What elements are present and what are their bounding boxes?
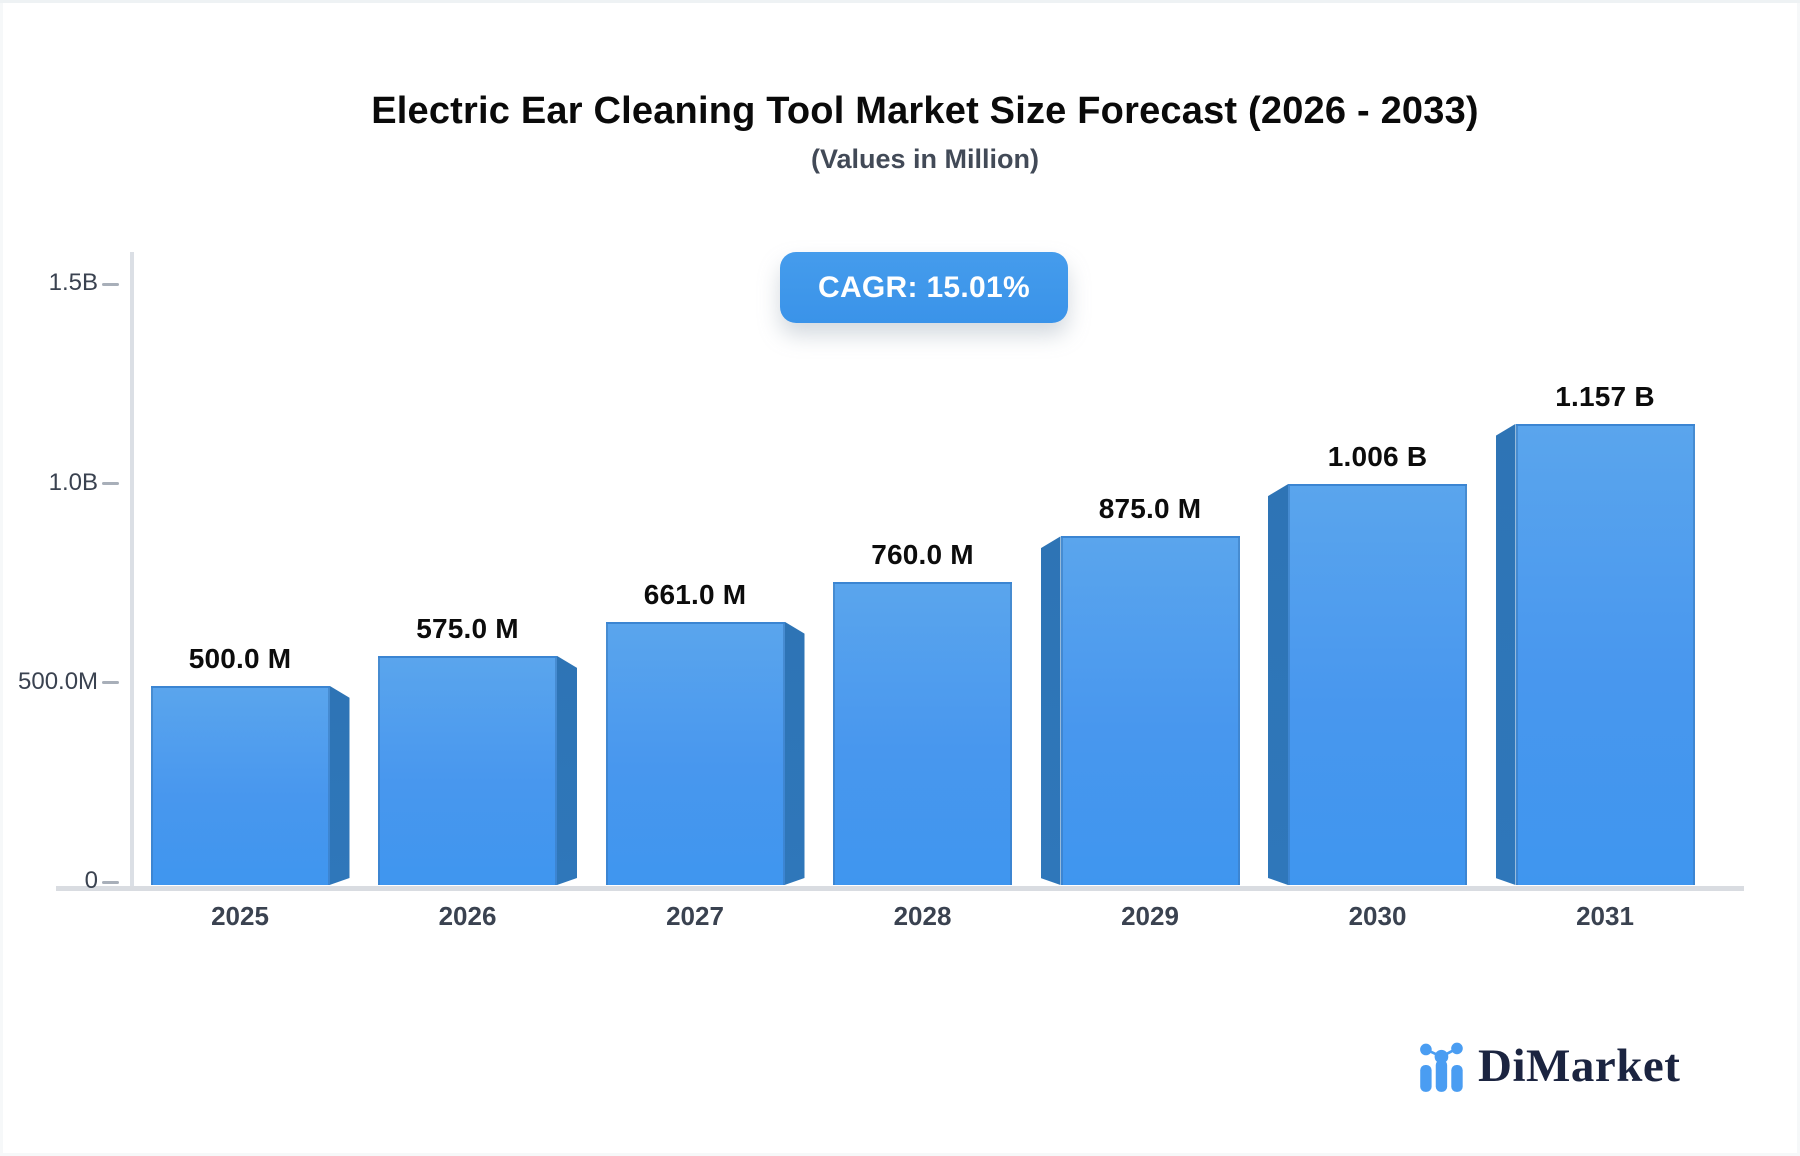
y-tick-dash-0: [102, 880, 119, 884]
brand-logo: DiMarket: [1418, 1036, 1680, 1094]
x-axis-label-2030: 2030: [1348, 901, 1407, 931]
y-tick-label-0: 0: [84, 867, 98, 894]
y-axis-line: [130, 252, 134, 888]
x-axis-line: [56, 886, 1744, 891]
bar-value-label-2030: 1.006 B: [1327, 441, 1428, 473]
brand-name: DiMarket: [1478, 1040, 1681, 1092]
bar-2028: [833, 582, 1012, 885]
bar-2029-side-face: [1041, 536, 1061, 885]
y-tick-dash-1.0B: [102, 482, 119, 485]
x-axis-label-2029: 2029: [1121, 901, 1179, 931]
x-axis-label-2025: 2025: [211, 901, 269, 931]
bar-2026: [378, 655, 557, 885]
y-tick-label-500.0M: 500.0M: [18, 667, 99, 695]
bar-2030: [1288, 484, 1467, 885]
bar-2027-side-face: [785, 622, 805, 885]
bar-2029: [1060, 536, 1240, 885]
bar-value-label-2026: 575.0 M: [416, 612, 519, 644]
y-tick-dash-1.5B: [102, 282, 119, 286]
bar-2025-side-face: [330, 686, 350, 885]
bar-value-label-2027: 661.0 M: [643, 578, 747, 610]
x-axis-label-2028: 2028: [893, 901, 952, 931]
cagr-badge: CAGR: 15.01%: [780, 252, 1068, 323]
y-tick-label-1.0B: 1.0B: [48, 468, 98, 496]
bar-value-label-2031: 1.157 B: [1555, 380, 1655, 412]
bar-value-label-2028: 760.0 M: [871, 539, 974, 571]
bar-value-label-2029: 875.0 M: [1098, 493, 1202, 525]
bar-2026-side-face: [557, 656, 577, 885]
bar-value-label-2025: 500.0 M: [188, 642, 292, 674]
bar-2031-side-face: [1496, 424, 1516, 885]
bar-2031: [1515, 423, 1695, 885]
chart-subtitle: (Values in Million): [810, 144, 1040, 174]
chart-title: Electric Ear Cleaning Tool Market Size F…: [371, 90, 1479, 132]
y-tick-dash-500.0M: [102, 681, 119, 685]
bar-2027: [605, 621, 785, 885]
cagr-badge-label: CAGR: 15.01%: [817, 270, 1030, 304]
bar-line-chart-icon: [1420, 1042, 1463, 1092]
x-axis-label-2026: 2026: [438, 901, 497, 931]
bar-2025: [150, 685, 330, 885]
y-tick-label-1.5B: 1.5B: [48, 269, 98, 297]
x-axis-label-2027: 2027: [666, 901, 724, 931]
bar-2030-side-face: [1268, 484, 1288, 885]
x-axis-label-2031: 2031: [1576, 901, 1634, 931]
